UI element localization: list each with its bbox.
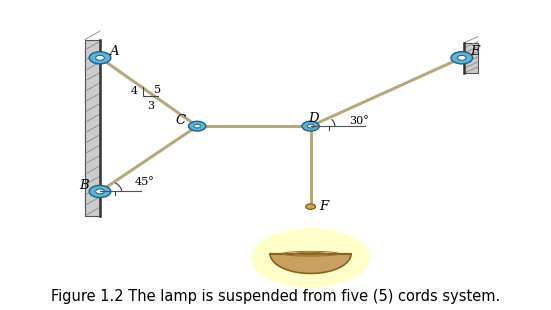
Text: F: F — [320, 200, 329, 213]
Circle shape — [302, 121, 319, 131]
Text: 5: 5 — [154, 85, 161, 95]
Text: C: C — [176, 113, 186, 126]
Text: E: E — [471, 45, 480, 58]
Circle shape — [89, 185, 111, 197]
Text: 4: 4 — [131, 86, 138, 96]
Text: A: A — [109, 45, 118, 58]
Circle shape — [96, 55, 104, 60]
Circle shape — [451, 52, 473, 64]
Bar — [85, 40, 100, 216]
Text: 3: 3 — [147, 101, 154, 111]
Text: B: B — [79, 179, 89, 192]
Bar — [464, 42, 478, 73]
Text: D: D — [308, 112, 318, 125]
Circle shape — [306, 204, 316, 209]
Text: 45°: 45° — [135, 177, 155, 187]
Circle shape — [89, 52, 111, 64]
Circle shape — [96, 189, 104, 194]
Polygon shape — [270, 254, 351, 273]
Circle shape — [188, 121, 206, 131]
Circle shape — [307, 124, 314, 128]
Text: Figure 1.2 The lamp is suspended from five (5) cords system.: Figure 1.2 The lamp is suspended from fi… — [51, 289, 500, 304]
Circle shape — [194, 124, 201, 128]
Text: 30°: 30° — [349, 116, 369, 126]
Ellipse shape — [251, 228, 370, 287]
Circle shape — [457, 55, 466, 60]
